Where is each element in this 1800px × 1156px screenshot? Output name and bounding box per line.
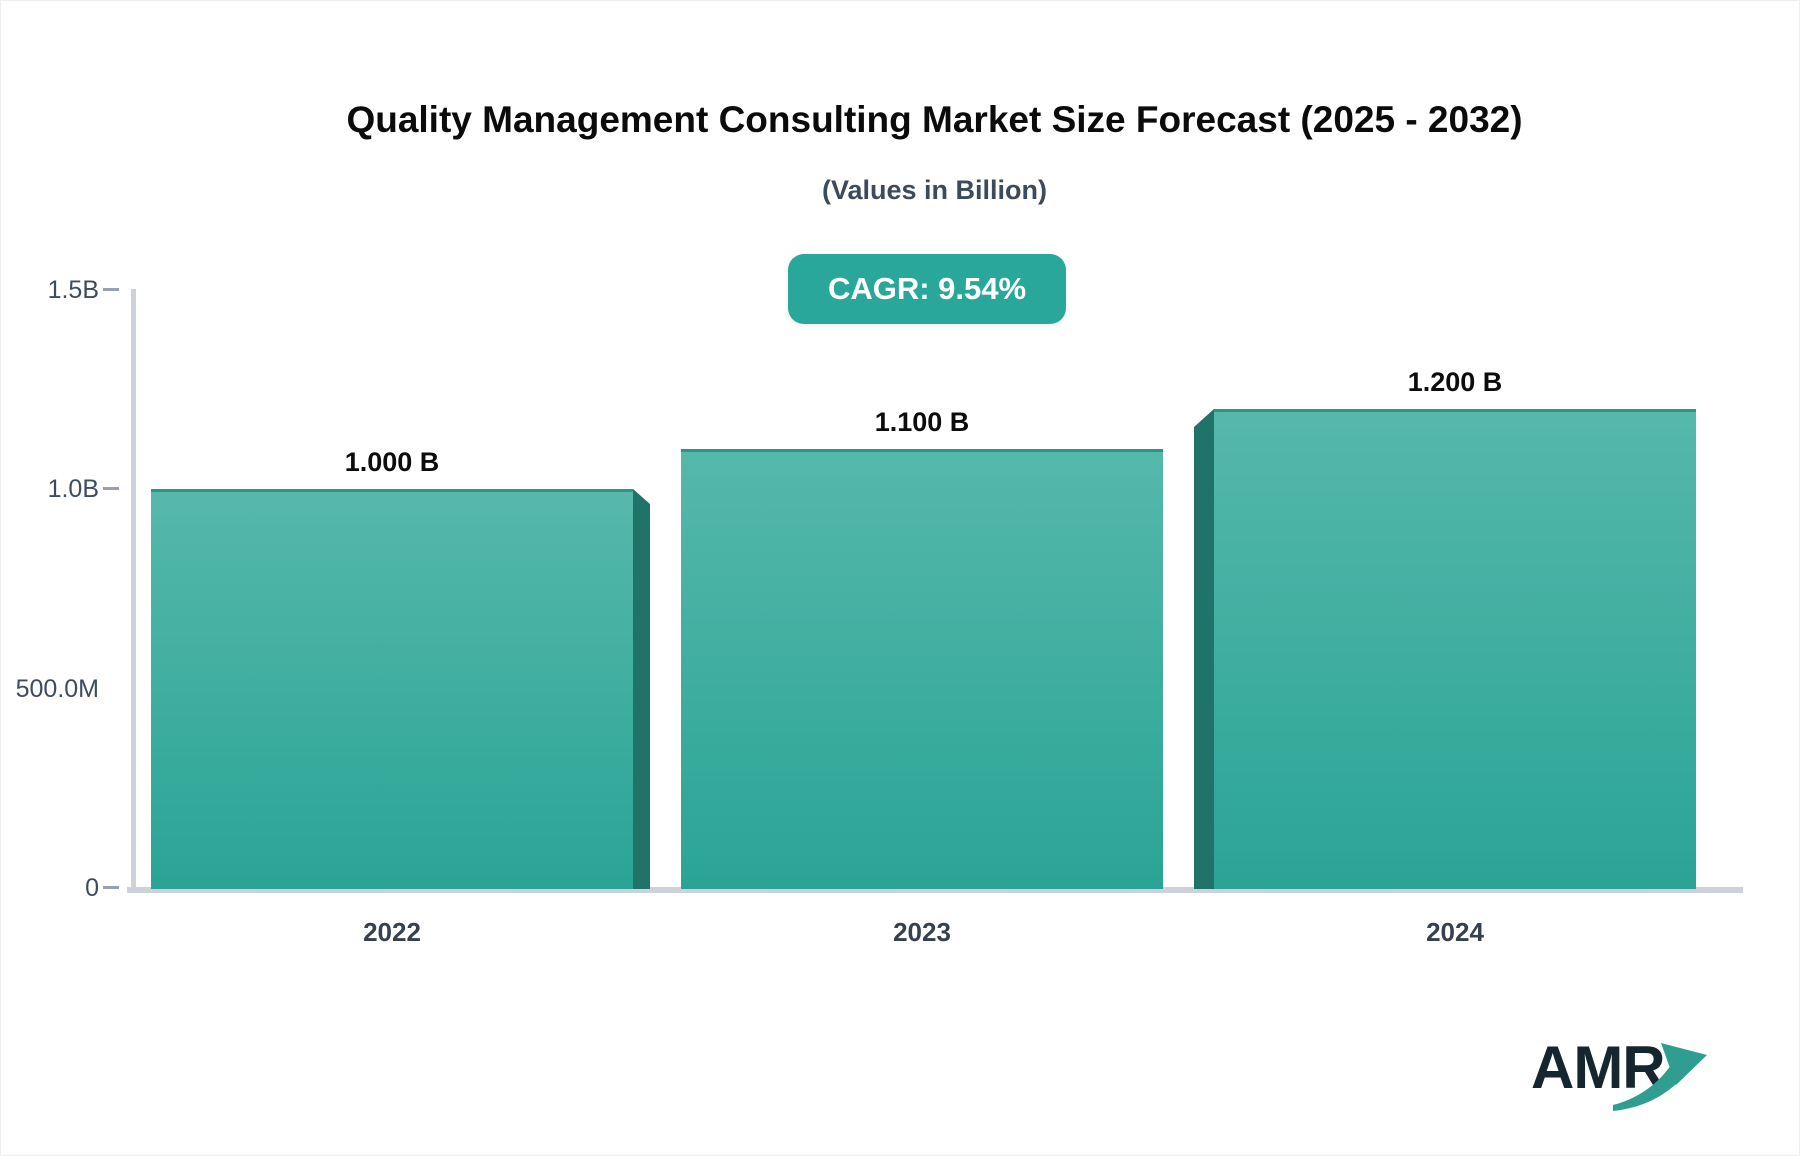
y-axis-tick-label: 0 <box>85 874 99 902</box>
bar-value-label: 1.000 B <box>344 447 440 477</box>
bar-value-label: 1.200 B <box>1407 367 1503 397</box>
bar-2023[interactable] <box>681 449 1163 889</box>
cagr-badge: CAGR: 9.54% <box>788 254 1066 324</box>
x-axis-label: 2022 <box>363 917 421 947</box>
bar-value-label: 1.100 B <box>874 407 970 437</box>
x-axis-label: 2023 <box>893 917 951 947</box>
y-axis-tick-mark <box>103 886 119 889</box>
y-axis-tick-label: 500.0M <box>15 675 99 703</box>
x-axis-label: 2024 <box>1426 917 1484 947</box>
x-axis-baseline <box>127 887 1743 893</box>
bar-2024[interactable] <box>1214 409 1696 889</box>
growth-arrow-icon <box>1613 1043 1707 1111</box>
bar-2022[interactable] <box>151 489 633 889</box>
y-axis-line <box>131 289 136 888</box>
bar-side-face <box>1194 409 1214 889</box>
amr-logo-text: AMR <box>1531 1034 1666 1101</box>
chart-subtitle: (Values in Billion) <box>821 175 1048 205</box>
chart-title: Quality Management Consulting Market Siz… <box>346 99 1523 140</box>
amr-logo: AMR <box>1531 1033 1731 1123</box>
y-axis-tick-mark <box>103 487 119 490</box>
y-axis-tick-mark <box>103 288 119 291</box>
y-axis-tick-label: 1.0B <box>47 475 99 503</box>
y-axis-tick-label: 1.5B <box>47 276 99 304</box>
bar-side-face <box>633 489 650 889</box>
